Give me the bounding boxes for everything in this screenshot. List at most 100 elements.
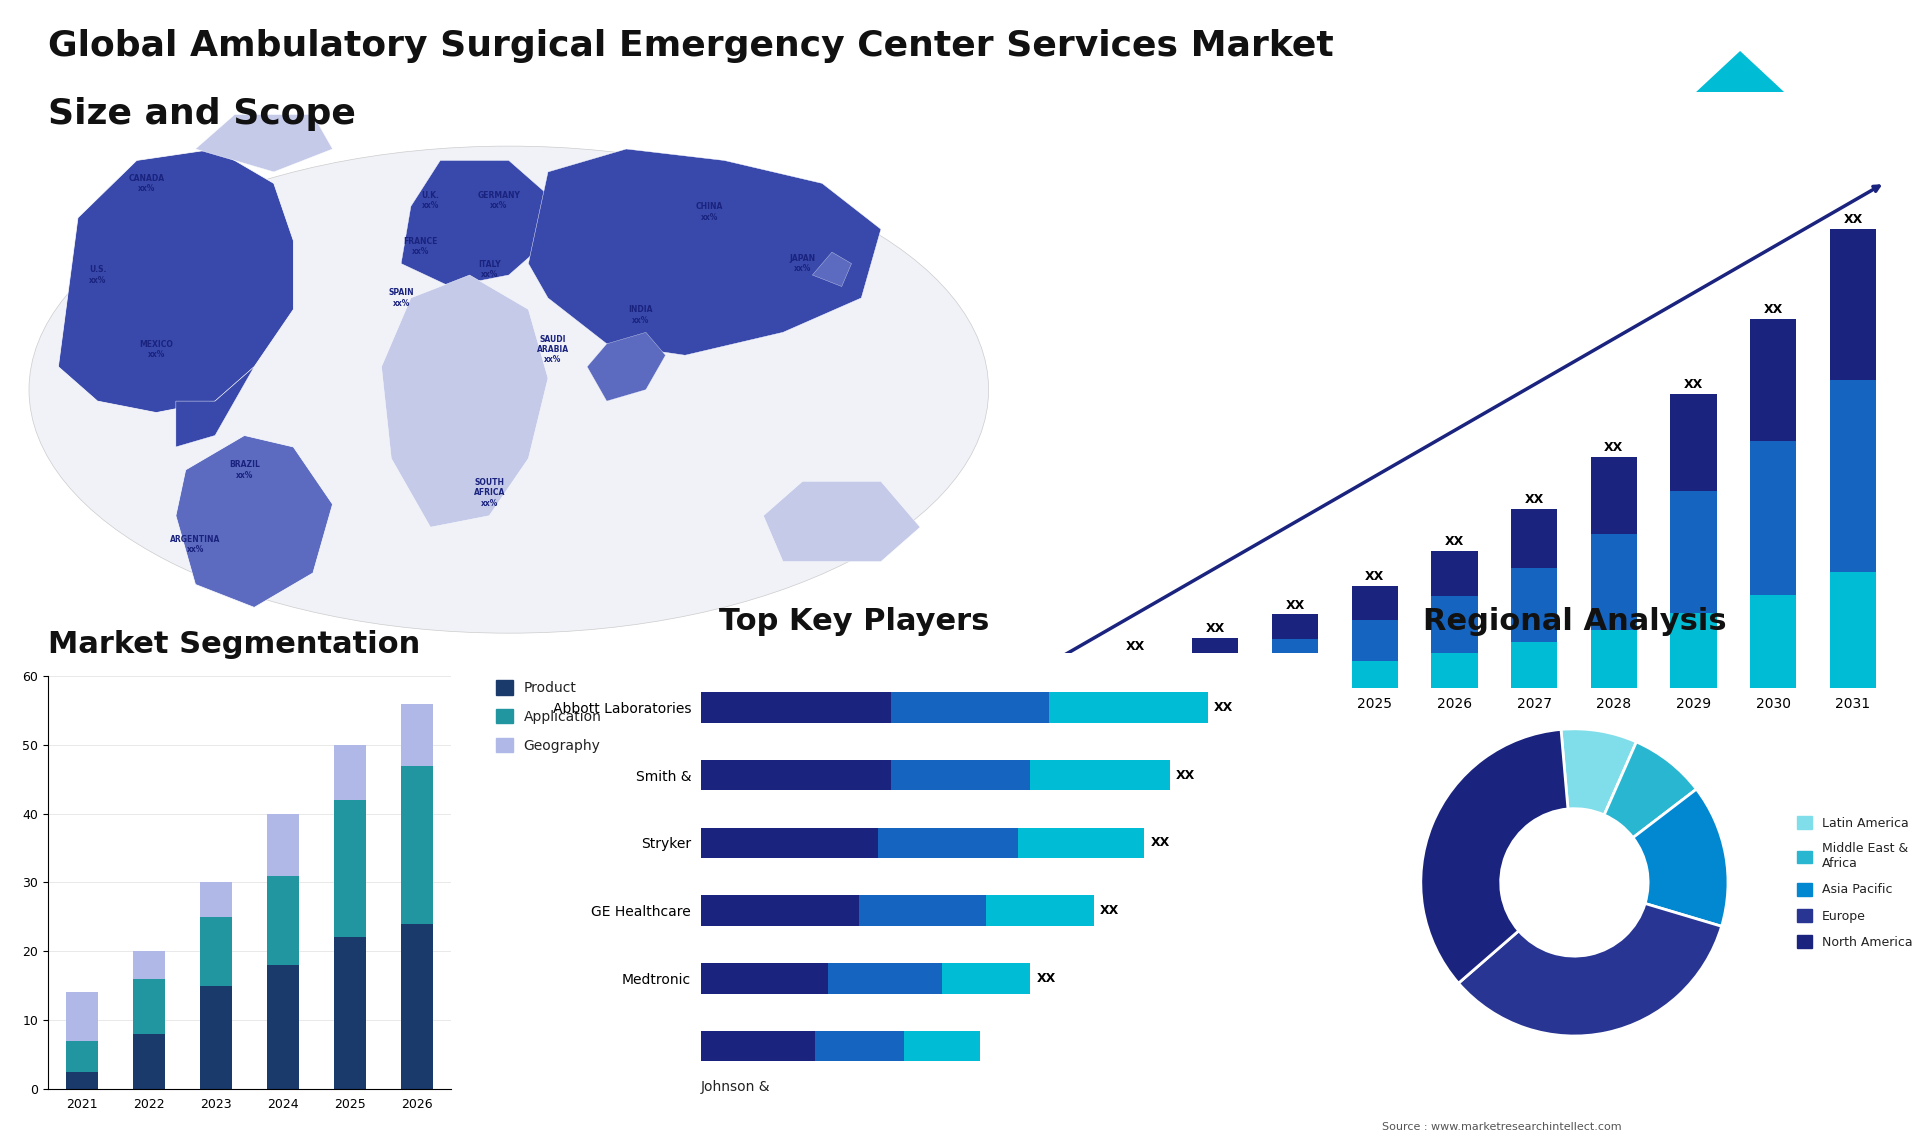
Text: XX: XX [1684,378,1703,391]
Bar [200,882,232,917]
Bar [1271,669,1319,688]
Wedge shape [1459,903,1722,1036]
Text: Regional Analysis: Regional Analysis [1423,607,1726,636]
Text: CANADA
xx%: CANADA xx% [129,174,165,193]
Polygon shape [58,149,294,413]
Bar [267,965,300,1089]
Bar [267,814,300,876]
Bar [1033,676,1079,683]
Bar [401,766,432,924]
Polygon shape [401,160,547,286]
Bar [132,1034,165,1089]
Text: XX: XX [1524,493,1544,507]
Text: XX: XX [1365,571,1384,583]
Bar [1352,661,1398,688]
Text: ARGENTINA
xx%: ARGENTINA xx% [171,535,221,554]
Text: CHINA
xx%: CHINA xx% [695,203,724,221]
Ellipse shape [29,147,989,633]
Bar [401,704,432,766]
Bar [334,800,367,937]
Bar [334,745,367,800]
Bar [1751,319,1797,441]
Bar [1670,613,1716,688]
Text: BRAZIL
xx%: BRAZIL xx% [228,461,259,479]
Text: JAPAN
xx%: JAPAN xx% [789,254,816,273]
Bar [1112,678,1158,688]
Bar [1590,534,1638,629]
Polygon shape [588,332,666,401]
Bar [891,760,1031,791]
Polygon shape [196,115,332,172]
Text: U.S.
xx%: U.S. xx% [88,266,106,284]
Bar [1048,692,1208,723]
Bar [701,760,891,791]
Bar [334,937,367,1089]
Bar [67,992,98,1041]
Text: Source : www.marketresearchintellect.com: Source : www.marketresearchintellect.com [1382,1122,1622,1132]
Bar [1033,670,1079,676]
Polygon shape [1663,52,1818,124]
Text: Johnson &: Johnson & [701,1080,770,1093]
Bar [401,924,432,1089]
Bar [1112,666,1158,678]
Bar [814,1030,904,1061]
Bar [904,1030,979,1061]
Text: SPAIN
xx%: SPAIN xx% [388,289,415,307]
Bar [1271,614,1319,638]
Bar [132,979,165,1034]
Bar [1018,827,1144,858]
Bar [1830,229,1876,380]
Bar [701,963,828,994]
Text: Global Ambulatory Surgical Emergency Center Services Market: Global Ambulatory Surgical Emergency Cen… [48,29,1334,63]
Text: XX: XX [1037,972,1056,984]
Bar [1511,568,1557,643]
Polygon shape [382,275,547,527]
Bar [701,895,860,926]
Bar [1352,620,1398,661]
Wedge shape [1421,729,1569,983]
Bar [200,986,232,1089]
Bar [941,963,1031,994]
Bar [1430,653,1478,688]
Bar [828,963,941,994]
Text: SOUTH
AFRICA
xx%: SOUTH AFRICA xx% [474,478,505,508]
Polygon shape [177,435,332,607]
Bar [267,876,300,965]
Bar [1033,683,1079,688]
Text: MARKET
RESEARCH
INTELLECT: MARKET RESEARCH INTELLECT [1803,55,1857,87]
Bar [1511,643,1557,688]
Bar [1112,656,1158,666]
Bar [701,692,891,723]
Text: XX: XX [1150,837,1169,849]
Text: XX: XX [1175,769,1196,782]
Bar [1751,441,1797,595]
Bar [132,951,165,979]
Bar [701,1030,814,1061]
Text: XX: XX [1046,654,1066,667]
Text: XX: XX [1125,639,1144,653]
Bar [1192,638,1238,654]
Legend: Product, Application, Geography: Product, Application, Geography [490,675,607,759]
Text: Market Segmentation: Market Segmentation [48,630,420,659]
Bar [67,1072,98,1089]
Bar [1192,654,1238,675]
Bar [860,895,987,926]
Text: XX: XX [1605,441,1624,454]
Bar [67,1041,98,1072]
Polygon shape [812,252,852,286]
Bar [987,895,1094,926]
Text: XX: XX [1100,904,1119,917]
Polygon shape [177,367,253,447]
Bar [1830,572,1876,688]
Text: SAUDI
ARABIA
xx%: SAUDI ARABIA xx% [538,335,568,364]
Text: MEXICO
xx%: MEXICO xx% [140,340,173,359]
Bar [1192,675,1238,688]
Text: INDIA
xx%: INDIA xx% [628,306,653,324]
Text: FRANCE
xx%: FRANCE xx% [403,237,438,256]
Bar [877,827,1018,858]
Text: XX: XX [1444,535,1465,548]
Text: XX: XX [1764,304,1784,316]
Bar [1751,595,1797,688]
Text: GERMANY
xx%: GERMANY xx% [478,191,520,210]
Bar [1430,596,1478,653]
